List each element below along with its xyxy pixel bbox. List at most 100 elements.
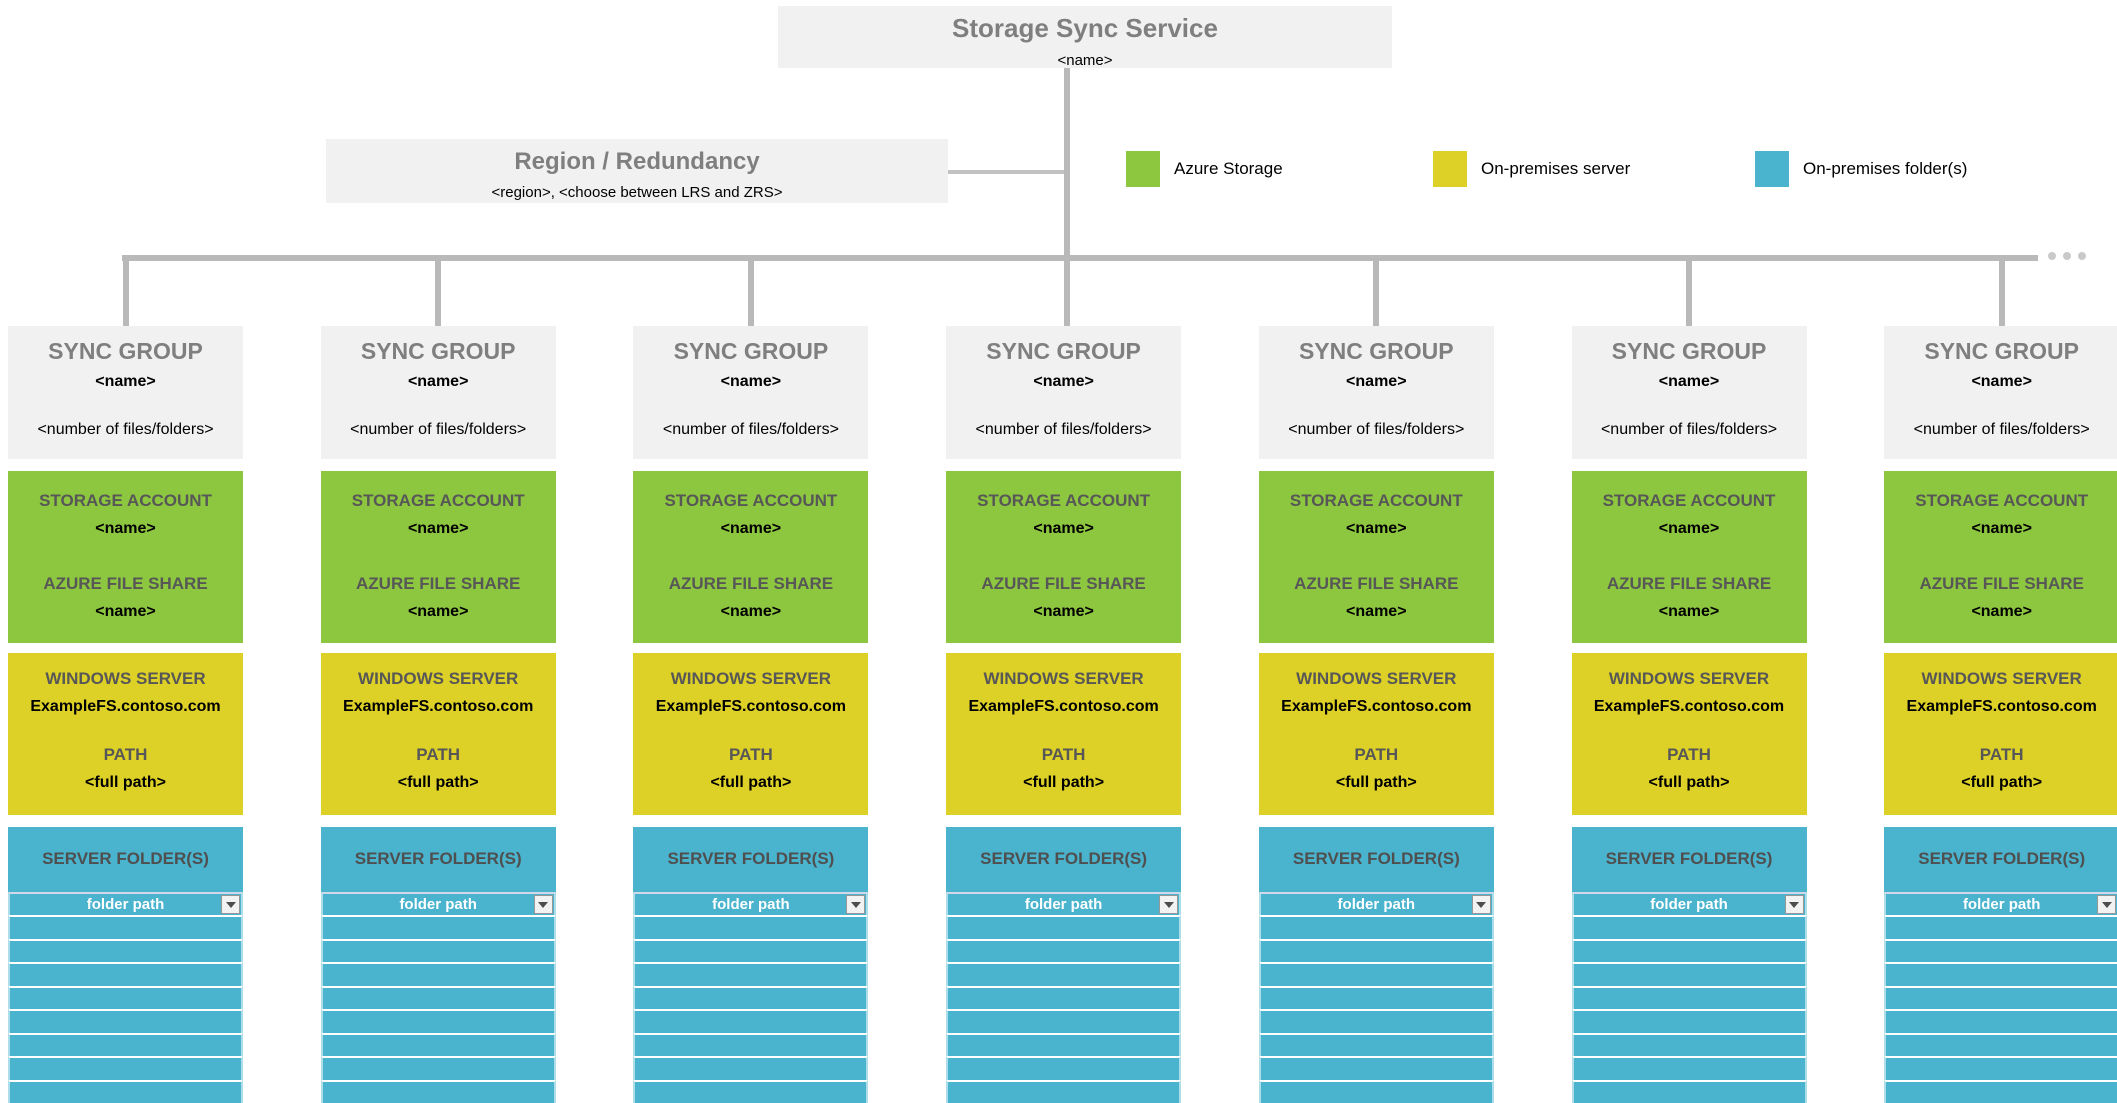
empty-folder-row[interactable] [1884, 962, 2117, 986]
azure-storage-box: STORAGE ACCOUNT <name> AZURE FILE SHARE … [1571, 471, 1807, 643]
empty-folder-row[interactable] [8, 1056, 243, 1080]
windows-server-name: ExampleFS.contoso.com [1906, 698, 2097, 715]
empty-folder-row[interactable] [1571, 1056, 1807, 1080]
folder-path-cell[interactable]: folder path [633, 892, 869, 915]
connector-region [948, 170, 1064, 174]
empty-folder-row[interactable] [320, 1079, 556, 1103]
dropdown-button[interactable] [533, 895, 553, 914]
azure-storage-box: STORAGE ACCOUNT <name> AZURE FILE SHARE … [1884, 471, 2117, 643]
chevron-down-icon [2101, 901, 2112, 908]
empty-folder-row[interactable] [946, 915, 1182, 939]
empty-folder-row[interactable] [1884, 985, 2117, 1009]
windows-server-label: WINDOWS SERVER [670, 669, 832, 688]
empty-folder-row[interactable] [8, 1032, 243, 1056]
empty-folder-row[interactable] [320, 1056, 556, 1080]
empty-folder-row[interactable] [1884, 1079, 2117, 1103]
server-folders-label: SERVER FOLDER(S) [667, 849, 835, 868]
empty-folder-row[interactable] [1884, 938, 2117, 962]
empty-folder-row[interactable] [946, 1079, 1182, 1103]
folder-path-cell[interactable]: folder path [1884, 892, 2117, 915]
dropdown-button[interactable] [1471, 895, 1491, 914]
chevron-down-icon [850, 901, 861, 908]
empty-folder-row[interactable] [1571, 962, 1807, 986]
empty-folder-row[interactable] [8, 962, 243, 986]
empty-folder-row[interactable] [633, 1056, 869, 1080]
storage-account-label: STORAGE ACCOUNT [351, 491, 525, 510]
empty-folder-row[interactable] [1258, 938, 1494, 962]
dropdown-button[interactable] [1159, 895, 1179, 914]
empty-folder-row[interactable] [320, 1009, 556, 1033]
path-value-placeholder: <full path> [1023, 774, 1105, 791]
on-premises-folders-swatch-icon [1755, 151, 1789, 187]
empty-folder-row[interactable] [1258, 1079, 1494, 1103]
empty-folder-row[interactable] [320, 938, 556, 962]
empty-folder-row[interactable] [320, 985, 556, 1009]
empty-folder-row[interactable] [633, 938, 869, 962]
empty-folder-row[interactable] [1258, 962, 1494, 986]
empty-folder-row[interactable] [633, 915, 869, 939]
sync-group-title: SYNC GROUP [1298, 338, 1454, 364]
dropdown-button[interactable] [2097, 895, 2117, 914]
empty-folder-row[interactable] [320, 962, 556, 986]
sync-group-count-placeholder: <number of files/folders> [975, 421, 1152, 438]
empty-folder-row[interactable] [320, 1032, 556, 1056]
sync-group-count-placeholder: <number of files/folders> [350, 421, 527, 438]
sync-group-column: SYNC GROUP <name> <number of files/folde… [1884, 326, 2117, 1103]
empty-folder-rows [320, 915, 556, 1103]
empty-folder-row[interactable] [1884, 1056, 2117, 1080]
empty-folder-row[interactable] [8, 938, 243, 962]
legend-item-on-premises-server: On-premises server [1433, 151, 1630, 187]
folder-path-cell[interactable]: folder path [8, 892, 243, 915]
folder-path-cell[interactable]: folder path [1571, 892, 1807, 915]
empty-folder-row[interactable] [946, 1009, 1182, 1033]
windows-server-label: WINDOWS SERVER [1608, 669, 1770, 688]
empty-folder-row[interactable] [1258, 915, 1494, 939]
legend-label: Azure Storage [1174, 159, 1283, 178]
empty-folder-row[interactable] [1258, 1056, 1494, 1080]
empty-folder-row[interactable] [633, 1009, 869, 1033]
empty-folder-row[interactable] [1571, 915, 1807, 939]
empty-folder-row[interactable] [1571, 1009, 1807, 1033]
folder-path-cell[interactable]: folder path [320, 892, 556, 915]
empty-folder-row[interactable] [1258, 1009, 1494, 1033]
azure-file-share-name-placeholder: <name> [407, 603, 469, 620]
sync-group-column: SYNC GROUP <name> <number of files/folde… [8, 326, 243, 1103]
azure-file-share-label: AZURE FILE SHARE [981, 574, 1146, 593]
server-folders-box: SERVER FOLDER(S) folder path [946, 827, 1182, 1103]
dropdown-button[interactable] [846, 895, 866, 914]
empty-folder-row[interactable] [633, 1079, 869, 1103]
empty-folder-row[interactable] [1571, 1079, 1807, 1103]
empty-folder-row[interactable] [1258, 1032, 1494, 1056]
empty-folder-row[interactable] [946, 962, 1182, 986]
dropdown-button[interactable] [1784, 895, 1804, 914]
empty-folder-row[interactable] [946, 1056, 1182, 1080]
sync-group-column: SYNC GROUP <name> <number of files/folde… [946, 326, 1182, 1103]
empty-folder-row[interactable] [320, 915, 556, 939]
empty-folder-row[interactable] [8, 1079, 243, 1103]
windows-server-label: WINDOWS SERVER [1921, 669, 2082, 688]
empty-folder-row[interactable] [8, 1009, 243, 1033]
empty-folder-row[interactable] [946, 938, 1182, 962]
empty-folder-row[interactable] [946, 985, 1182, 1009]
empty-folder-row[interactable] [1884, 1009, 2117, 1033]
empty-folder-row[interactable] [1258, 985, 1494, 1009]
empty-folder-row[interactable] [1571, 938, 1807, 962]
server-folders-box: SERVER FOLDER(S) folder path [8, 827, 243, 1103]
empty-folder-row[interactable] [1571, 1032, 1807, 1056]
on-premises-server-box: WINDOWS SERVER ExampleFS.contoso.com PAT… [1258, 653, 1494, 815]
empty-folder-row[interactable] [633, 962, 869, 986]
empty-folder-row[interactable] [946, 1032, 1182, 1056]
sync-group-header-box: SYNC GROUP <name> <number of files/folde… [320, 326, 556, 459]
folder-path-cell[interactable]: folder path [946, 892, 1182, 915]
dropdown-button[interactable] [221, 895, 240, 914]
empty-folder-row[interactable] [8, 985, 243, 1009]
folder-path-cell[interactable]: folder path [1258, 892, 1494, 915]
empty-folder-row[interactable] [1884, 1032, 2117, 1056]
empty-folder-row[interactable] [1571, 985, 1807, 1009]
empty-folder-row[interactable] [1884, 915, 2117, 939]
empty-folder-row[interactable] [633, 985, 869, 1009]
chevron-down-icon [225, 901, 236, 908]
empty-folder-row[interactable] [8, 915, 243, 939]
sync-group-header-box: SYNC GROUP <name> <number of files/folde… [8, 326, 243, 459]
empty-folder-row[interactable] [633, 1032, 869, 1056]
